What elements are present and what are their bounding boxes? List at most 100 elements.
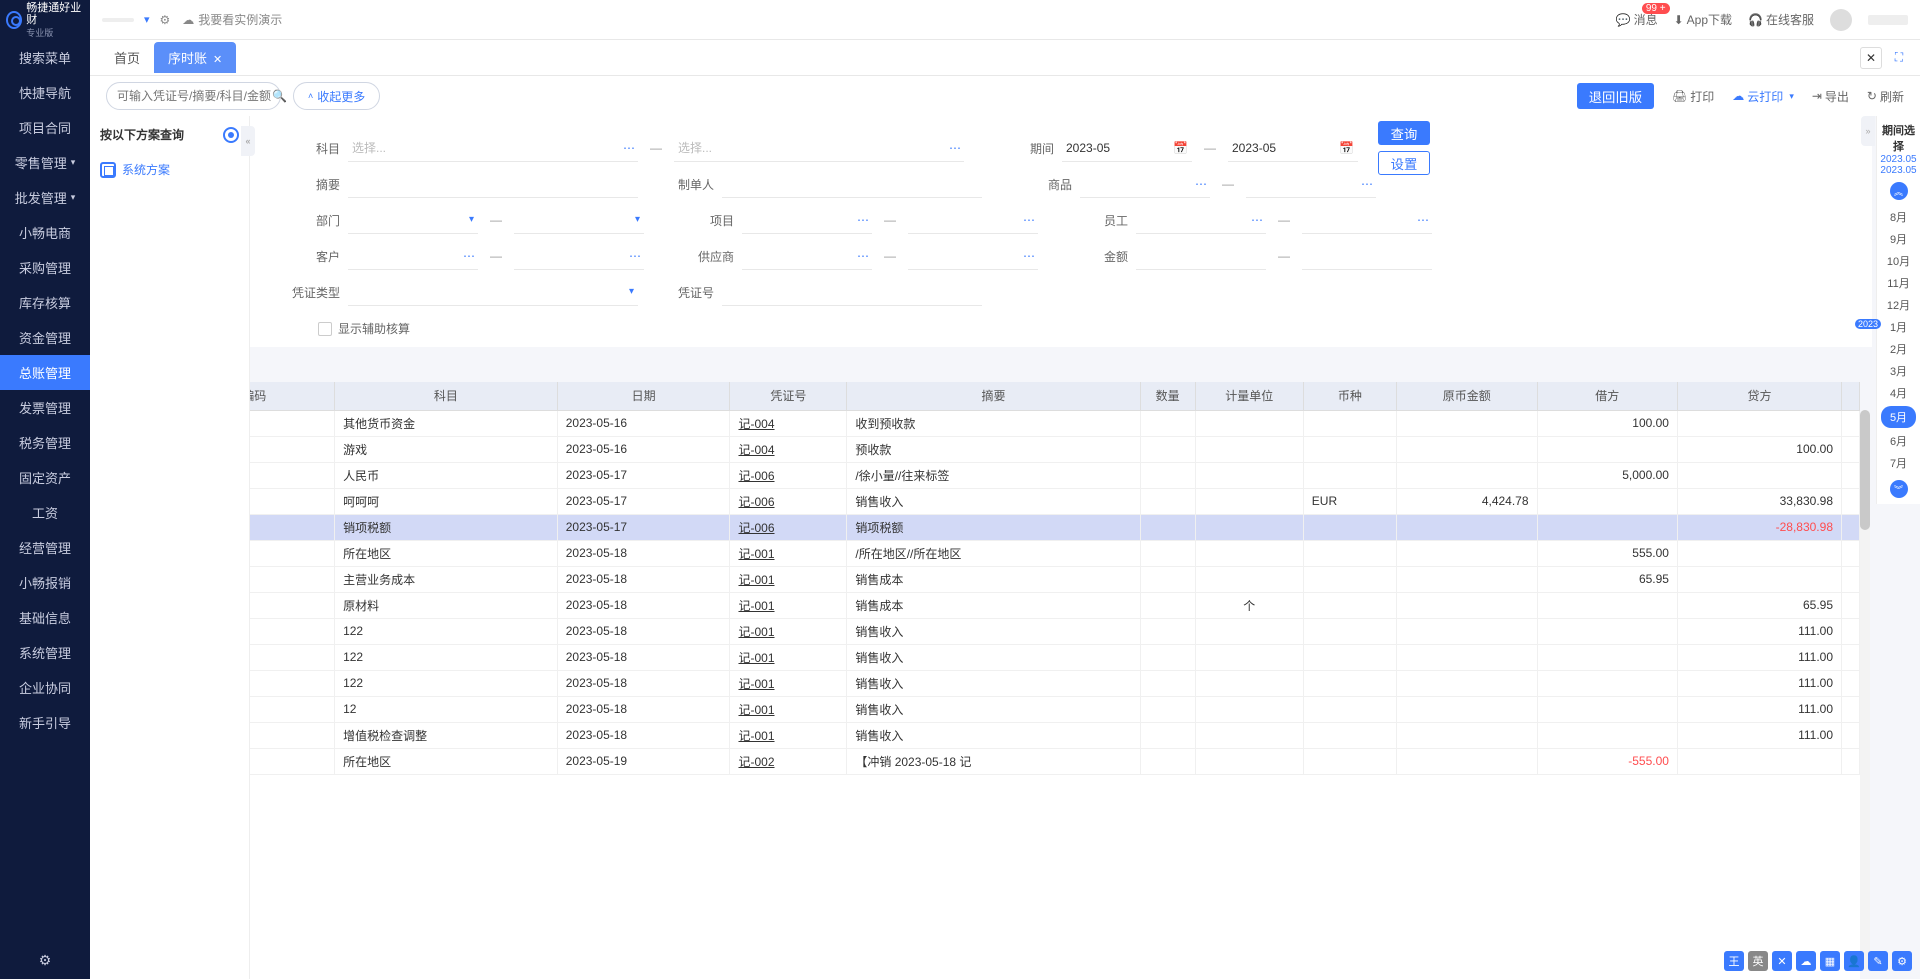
scheme-system[interactable]: 系统方案: [100, 161, 239, 178]
voucher-link[interactable]: 记-001: [738, 651, 774, 665]
fullscreen-icon[interactable]: ⛶: [1888, 47, 1910, 69]
close-icon[interactable]: ✕: [213, 54, 222, 66]
target-icon[interactable]: [223, 127, 239, 143]
project-to[interactable]: ⋯: [908, 206, 1038, 234]
table-row[interactable]: 11100200031222023-05-18记-001销售收入111.00: [120, 670, 1860, 696]
sidebar-item[interactable]: 系统管理: [0, 635, 90, 670]
voucher-link[interactable]: 记-001: [738, 573, 774, 587]
download-link[interactable]: ⬇ App下载: [1674, 11, 1732, 28]
service-link[interactable]: 🎧 在线客服: [1748, 11, 1814, 28]
ime-icon[interactable]: 王: [1724, 951, 1744, 971]
voucher-link[interactable]: 记-004: [738, 443, 774, 457]
sidebar-item[interactable]: 零售管理▾: [0, 145, 90, 180]
period-month[interactable]: 2月: [1877, 338, 1920, 360]
table-row[interactable]: 75401主营业务成本2023-05-18记-001销售成本65.95: [120, 566, 1860, 592]
period-y1[interactable]: 2023.05: [1877, 154, 1920, 165]
chevron-down-icon[interactable]: ▾: [635, 214, 640, 225]
dots-icon[interactable]: ⋯: [623, 141, 634, 155]
table-row[interactable]: 410010001呵呵呵2023-05-17记-006销售收入EUR4,424.…: [120, 488, 1860, 514]
table-header[interactable]: 摘要: [847, 382, 1140, 410]
sidebar-item[interactable]: 固定资产: [0, 460, 90, 495]
table-row[interactable]: 814050001原材料2023-05-18记-001销售成本个65.95: [120, 592, 1860, 618]
table-header[interactable]: 贷方: [1677, 382, 1841, 410]
period-month[interactable]: 9月: [1877, 228, 1920, 250]
export-link[interactable]: ⇥导出: [1812, 88, 1849, 105]
table-row[interactable]: 1411220005所在地区2023-05-19记-002【冲销 2023-05…: [120, 748, 1860, 774]
voucher-link[interactable]: 记-001: [738, 703, 774, 717]
search-input[interactable]: [117, 89, 272, 103]
dept-from[interactable]: ▾: [348, 206, 478, 234]
collapse-more[interactable]: ˄ 收起更多: [293, 82, 380, 110]
summary-input[interactable]: [348, 170, 638, 198]
sidebar-item[interactable]: 经营管理: [0, 530, 90, 565]
tool-icon[interactable]: ✕: [1772, 951, 1792, 971]
amount-from[interactable]: [1136, 242, 1266, 270]
dots-icon[interactable]: ⋯: [1023, 213, 1034, 227]
supplier-from[interactable]: ⋯: [742, 242, 872, 270]
dots-icon[interactable]: ⋯: [1417, 213, 1428, 227]
tool-icon[interactable]: ▦: [1820, 951, 1840, 971]
sidebar-item[interactable]: 搜索菜单: [0, 40, 90, 75]
period-month[interactable]: 8月: [1877, 206, 1920, 228]
dept-to[interactable]: ▾: [514, 206, 644, 234]
calendar-icon[interactable]: 📅: [1339, 141, 1354, 155]
query-button[interactable]: 查询: [1378, 121, 1430, 145]
sidebar-settings-icon[interactable]: ⚙: [0, 952, 90, 969]
cloud-print-link[interactable]: ☁云打印▾: [1732, 88, 1794, 105]
sidebar-item[interactable]: 工资: [0, 495, 90, 530]
period-month[interactable]: 11月: [1877, 272, 1920, 294]
username[interactable]: [1868, 15, 1908, 25]
sidebar-item[interactable]: 采购管理: [0, 250, 90, 285]
sidebar-item[interactable]: 库存核算: [0, 285, 90, 320]
dots-icon[interactable]: ⋯: [1195, 177, 1206, 191]
avatar[interactable]: [1830, 9, 1852, 31]
voucher-link[interactable]: 记-001: [738, 729, 774, 743]
settings-button[interactable]: 设置: [1378, 151, 1430, 175]
old-version-button[interactable]: 退回旧版: [1577, 83, 1654, 109]
sidebar-item[interactable]: 批发管理▾: [0, 180, 90, 215]
table-header[interactable]: 凭证号: [730, 382, 847, 410]
chevron-down-icon[interactable]: ▾: [629, 286, 634, 297]
goods-to[interactable]: ⋯: [1246, 170, 1376, 198]
table-header[interactable]: 日期: [557, 382, 730, 410]
voucher-link[interactable]: 记-006: [738, 469, 774, 483]
lang-icon[interactable]: 英: [1748, 951, 1768, 971]
customer-from[interactable]: ⋯: [348, 242, 478, 270]
period-month[interactable]: 10月: [1877, 250, 1920, 272]
tab-ledger[interactable]: 序时账✕: [154, 42, 236, 73]
refresh-link[interactable]: ↻刷新: [1867, 88, 1904, 105]
aux-checkbox-row[interactable]: 显示辅助核算: [318, 320, 1852, 337]
sidebar-item[interactable]: 企业协同: [0, 670, 90, 705]
sidebar-item[interactable]: 新手引导: [0, 705, 90, 740]
period-up-icon[interactable]: ︽: [1890, 182, 1908, 200]
dots-icon[interactable]: ⋯: [1023, 249, 1034, 263]
table-header[interactable]: 原币金额: [1397, 382, 1537, 410]
sidebar-item[interactable]: 基础信息: [0, 600, 90, 635]
supplier-to[interactable]: ⋯: [908, 242, 1038, 270]
voucher-link[interactable]: 记-002: [738, 755, 774, 769]
org-settings-icon[interactable]: ⚙: [160, 13, 171, 27]
collapse-left-icon[interactable]: «: [241, 126, 255, 156]
voucher-link[interactable]: 记-001: [738, 547, 774, 561]
period-to[interactable]: 2023-05📅: [1228, 134, 1358, 162]
table-row[interactable]: 1210020001122023-05-18记-001销售收入111.00: [120, 696, 1860, 722]
period-month[interactable]: 6月: [1877, 430, 1920, 452]
sidebar-item[interactable]: 资金管理: [0, 320, 90, 355]
amount-to[interactable]: [1302, 242, 1432, 270]
period-month[interactable]: 12月: [1877, 294, 1920, 316]
staff-from[interactable]: ⋯: [1136, 206, 1266, 234]
vtype-input[interactable]: ▾: [348, 278, 638, 306]
messages-link[interactable]: 💬 消息 99 +: [1616, 11, 1658, 28]
calendar-icon[interactable]: 📅: [1173, 141, 1188, 155]
staff-to[interactable]: ⋯: [1302, 206, 1432, 234]
dots-icon[interactable]: ⋯: [949, 141, 960, 155]
voucher-link[interactable]: 记-001: [738, 599, 774, 613]
table-header[interactable]: 计量单位: [1195, 382, 1303, 410]
period-y2[interactable]: 2023.05: [1877, 165, 1920, 176]
tool-icon[interactable]: ⚙: [1892, 951, 1912, 971]
sidebar-item[interactable]: 小畅报销: [0, 565, 90, 600]
table-row[interactable]: 211220006游戏2023-05-16记-004预收款100.00: [120, 436, 1860, 462]
period-month[interactable]: 7月: [1877, 452, 1920, 474]
table-row[interactable]: 311220001人民币2023-05-17记-006/徐小量//往来标签5,0…: [120, 462, 1860, 488]
voucher-link[interactable]: 记-001: [738, 677, 774, 691]
